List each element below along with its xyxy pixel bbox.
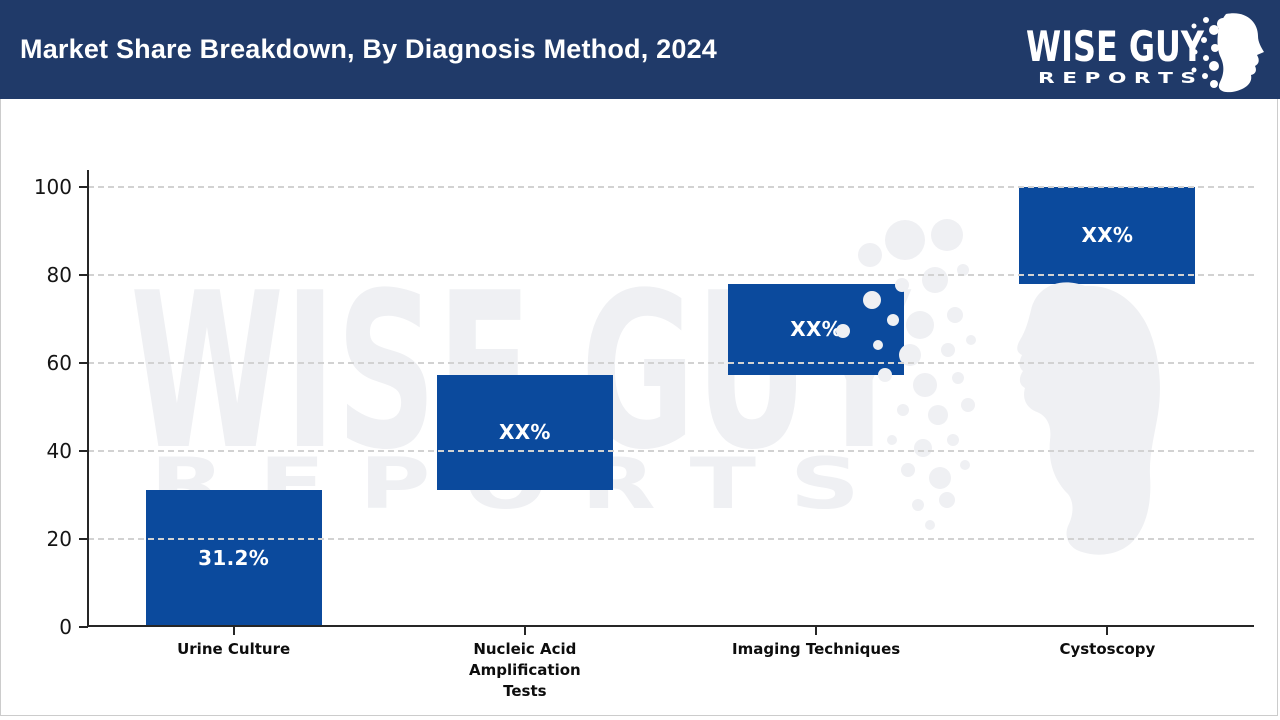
y-tick-label-40: 40: [46, 439, 72, 463]
y-tick-label-20: 20: [46, 527, 72, 551]
y-tick-80: [79, 274, 88, 276]
x-category-label-line: Imaging Techniques: [732, 640, 901, 658]
gridline-80: [88, 274, 1254, 276]
x-category-label-imaging-techniques: Imaging Techniques: [676, 639, 956, 660]
figure-border: [0, 99, 1278, 716]
x-category-label-line: Cystoscopy: [1059, 640, 1156, 658]
y-tick-40: [79, 450, 88, 452]
wise-guy-logo: WISE GUY R E P O R T S: [1026, 13, 1264, 93]
gridline-40: [88, 450, 1254, 452]
x-tick-cystoscopy: [1106, 627, 1109, 635]
y-axis-line: [87, 170, 89, 627]
bar-value-label-cystoscopy: XX%: [1081, 223, 1134, 248]
bar-urine-culture: 31.2%: [145, 489, 322, 627]
bar-cystoscopy: XX%: [1019, 187, 1196, 284]
bar-value-label-urine-culture: 31.2%: [198, 546, 270, 571]
wise-guy-watermark-head-icon: [836, 219, 1160, 555]
x-category-label-line: Tests: [503, 682, 547, 700]
x-category-label-line: Amplification: [469, 661, 581, 679]
gridline-60: [88, 362, 1254, 364]
y-tick-0: [79, 626, 88, 628]
y-tick-label-0: 0: [59, 615, 72, 639]
bar-value-label-nucleic-acid-amplification-tests: XX%: [498, 420, 551, 445]
x-category-label-urine-culture: Urine Culture: [94, 639, 374, 660]
y-tick-label-80: 80: [46, 263, 72, 287]
page-title: Market Share Breakdown, By Diagnosis Met…: [20, 34, 718, 64]
x-tick-nucleic-acid-amplification-tests: [523, 627, 526, 635]
logo-subtitle: R E P O R T S: [1038, 69, 1196, 87]
y-tick-label-100: 100: [33, 175, 72, 199]
x-category-label-cystoscopy: Cystoscopy: [967, 639, 1247, 660]
header-bar: Market Share Breakdown, By Diagnosis Met…: [0, 0, 1280, 99]
logo-wordmark: WISE GUY: [1026, 22, 1204, 71]
y-tick-60: [79, 362, 88, 364]
gridline-20: [88, 538, 1254, 540]
x-tick-urine-culture: [232, 627, 235, 635]
bar-nucleic-acid-amplification-tests: XX%: [436, 374, 613, 490]
x-category-label-line: Nucleic Acid: [473, 640, 577, 658]
y-tick-100: [79, 186, 88, 188]
y-tick-label-60: 60: [46, 351, 72, 375]
gridline-100: [88, 186, 1254, 188]
logo-face-icon: [1191, 13, 1264, 93]
x-category-label-line: Urine Culture: [177, 640, 291, 658]
x-axis-line: [87, 625, 1254, 627]
x-tick-imaging-techniques: [815, 627, 818, 635]
x-category-label-nucleic-acid-amplification-tests: Nucleic Acid Amplification Tests: [385, 639, 665, 702]
bar-value-label-imaging-techniques: XX%: [790, 317, 843, 342]
y-tick-20: [79, 538, 88, 540]
